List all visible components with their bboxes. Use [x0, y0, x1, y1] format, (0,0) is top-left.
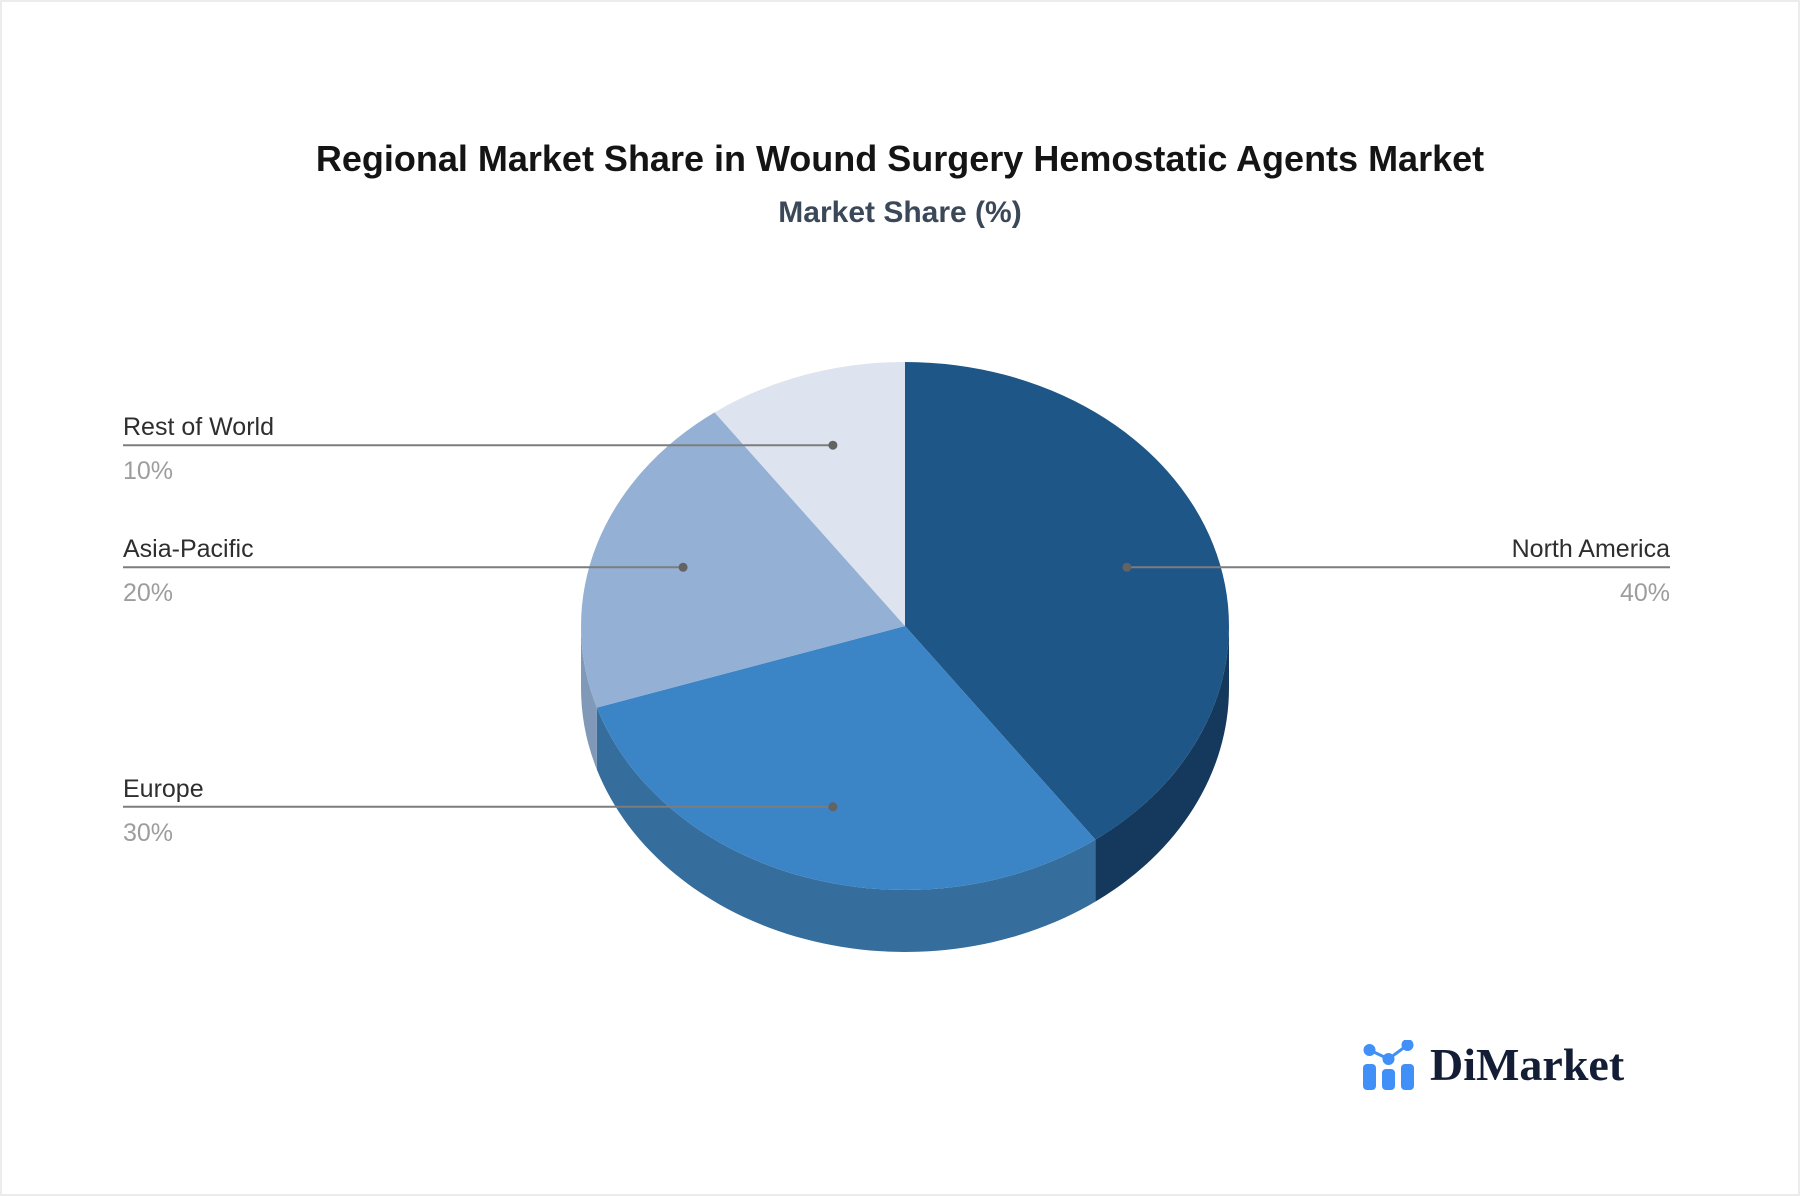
callout-percent: 20% [123, 579, 174, 608]
chart-subtitle: Market Share (%) [778, 196, 1022, 229]
bar-chart-logo-icon [1363, 1040, 1414, 1090]
callout-europe: Europe 30% [123, 771, 204, 847]
callout-percent: 10% [123, 457, 174, 486]
callout-percent: 30% [123, 818, 174, 847]
callout-label: Europe [123, 774, 204, 803]
page-title: Regional Market Share in Wound Surgery H… [315, 138, 1485, 179]
callout-label: Asia-Pacific [123, 535, 254, 564]
callout-label: North America [1511, 535, 1670, 564]
callout-label: Rest of World [123, 413, 274, 442]
callout-asia-pacific: Asia-Pacific 20% [123, 531, 254, 607]
brand-logo-text: DiMarket [1430, 1039, 1625, 1090]
callout-percent: 40% [1619, 579, 1670, 608]
callout-rest-of-world: Rest of World 10% [123, 409, 274, 485]
brand-logo: DiMarket [1362, 1040, 1624, 1090]
callout-north-america: North America 40% [1512, 531, 1670, 607]
